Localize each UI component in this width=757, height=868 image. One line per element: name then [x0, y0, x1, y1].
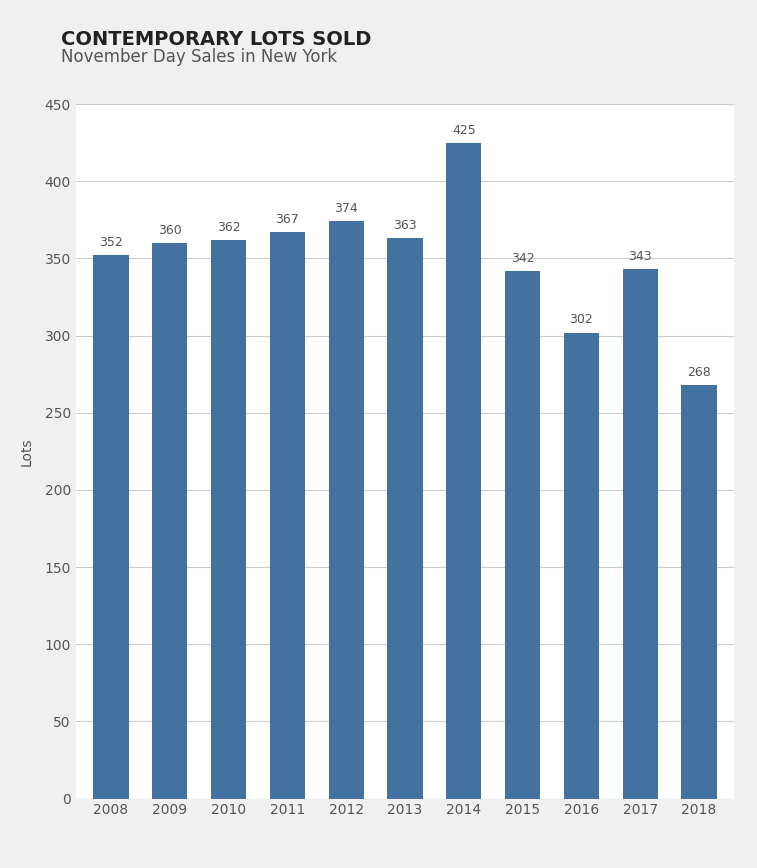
Text: 302: 302 — [569, 313, 593, 326]
Bar — [269, 233, 305, 799]
Y-axis label: Lots: Lots — [20, 437, 33, 465]
Text: 362: 362 — [217, 220, 241, 233]
Bar — [505, 271, 540, 799]
Bar — [388, 239, 422, 799]
Text: 374: 374 — [335, 202, 358, 215]
Text: 343: 343 — [628, 250, 652, 263]
Text: 363: 363 — [393, 220, 417, 233]
Text: 367: 367 — [276, 213, 299, 226]
Bar — [681, 385, 717, 799]
Bar — [329, 221, 364, 799]
Text: 342: 342 — [511, 252, 534, 265]
Text: 425: 425 — [452, 123, 475, 136]
Text: CONTEMPORARY LOTS SOLD: CONTEMPORARY LOTS SOLD — [61, 30, 371, 49]
Bar — [93, 255, 129, 799]
Bar — [564, 332, 599, 799]
Text: 360: 360 — [158, 224, 182, 237]
Text: 268: 268 — [687, 365, 711, 378]
Bar — [446, 142, 481, 799]
Bar — [622, 269, 658, 799]
Bar — [152, 243, 188, 799]
Text: 352: 352 — [99, 236, 123, 249]
Text: November Day Sales in New York: November Day Sales in New York — [61, 48, 337, 66]
Bar — [211, 240, 246, 799]
